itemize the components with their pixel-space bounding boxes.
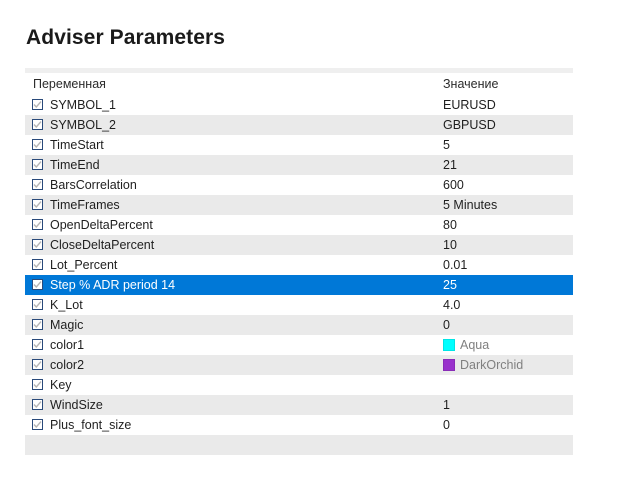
- row-checkbox[interactable]: [32, 319, 43, 330]
- color-name-label: Aqua: [460, 338, 490, 352]
- table-row[interactable]: OpenDeltaPercent 80: [25, 215, 573, 235]
- row-checkbox[interactable]: [32, 339, 43, 350]
- row-checkbox[interactable]: [32, 299, 43, 310]
- table-row[interactable]: K_Lot 4.0: [25, 295, 573, 315]
- table-row[interactable]: Key: [25, 375, 573, 395]
- row-checkbox[interactable]: [32, 99, 43, 110]
- row-checkbox[interactable]: [32, 359, 43, 370]
- row-variable-name: BarsCorrelation: [50, 178, 137, 192]
- row-value[interactable]: 5 Minutes: [443, 198, 498, 212]
- row-checkbox[interactable]: [32, 239, 43, 250]
- row-checkbox[interactable]: [32, 199, 43, 210]
- row-value[interactable]: 10: [443, 238, 457, 252]
- row-checkbox[interactable]: [32, 219, 43, 230]
- row-checkbox[interactable]: [32, 159, 43, 170]
- row-variable-name: color2: [50, 358, 85, 372]
- row-variable-name: Magic: [50, 318, 84, 332]
- parameters-table: Переменная Значение SYMBOL_1 EURUSD SYMBOL…: [25, 68, 573, 455]
- table-row[interactable]: Lot_Percent 0.01: [25, 255, 573, 275]
- table-row[interactable]: Plus_font_size 0: [25, 415, 573, 435]
- row-value[interactable]: 600: [443, 178, 464, 192]
- row-checkbox[interactable]: [32, 379, 43, 390]
- row-variable-name: Lot_Percent: [50, 258, 118, 272]
- table-row[interactable]: WindSize 1: [25, 395, 573, 415]
- color-swatch-icon: [443, 359, 455, 371]
- row-checkbox[interactable]: [32, 279, 43, 290]
- row-value[interactable]: GBPUSD: [443, 118, 496, 132]
- row-checkbox[interactable]: [32, 139, 43, 150]
- row-variable-name: TimeStart: [50, 138, 104, 152]
- table-row[interactable]: TimeEnd 21: [25, 155, 573, 175]
- row-variable-name: TimeEnd: [50, 158, 100, 172]
- row-variable-name: SYMBOL_1: [50, 98, 117, 112]
- row-value[interactable]: 21: [443, 158, 457, 172]
- row-checkbox[interactable]: [32, 179, 43, 190]
- row-variable-name: SYMBOL_2: [50, 118, 117, 132]
- row-checkbox[interactable]: [32, 419, 43, 430]
- table-row[interactable]: Step % ADR period 14 25: [25, 275, 573, 295]
- row-variable-name: WindSize: [50, 398, 103, 412]
- row-value[interactable]: DarkOrchid: [443, 355, 523, 375]
- row-value[interactable]: 80: [443, 218, 457, 232]
- table-row[interactable]: [25, 435, 573, 455]
- row-value[interactable]: 0.01: [443, 258, 468, 272]
- row-variable-name: Plus_font_size: [50, 418, 132, 432]
- table-grid: Переменная Значение SYMBOL_1 EURUSD SYMBOL…: [25, 73, 573, 455]
- row-checkbox[interactable]: [32, 119, 43, 130]
- row-variable-name: Step % ADR period 14: [50, 278, 176, 292]
- table-rows: SYMBOL_1 EURUSD SYMBOL_2 GBPUSD TimeStart 5 Ti…: [25, 95, 573, 455]
- color-name-label: DarkOrchid: [460, 358, 524, 372]
- column-header-value[interactable]: Значение: [443, 77, 499, 91]
- table-row[interactable]: SYMBOL_2 GBPUSD: [25, 115, 573, 135]
- table-top-rule: [25, 68, 573, 73]
- row-variable-name: CloseDeltaPercent: [50, 238, 155, 252]
- table-row[interactable]: TimeFrames 5 Minutes: [25, 195, 573, 215]
- row-variable-name: OpenDeltaPercent: [50, 218, 153, 232]
- row-value[interactable]: 5: [443, 138, 450, 152]
- row-value[interactable]: 0: [443, 318, 450, 332]
- row-checkbox[interactable]: [32, 399, 43, 410]
- row-value[interactable]: 0: [443, 418, 450, 432]
- row-variable-name: color1: [50, 338, 85, 352]
- table-row[interactable]: SYMBOL_1 EURUSD: [25, 95, 573, 115]
- row-variable-name: Key: [50, 378, 72, 392]
- table-header-row: Переменная Значение: [25, 73, 573, 95]
- row-checkbox[interactable]: [32, 259, 43, 270]
- column-header-variable[interactable]: Переменная: [33, 77, 106, 91]
- row-variable-name: TimeFrames: [50, 198, 120, 212]
- row-value[interactable]: 4.0: [443, 298, 461, 312]
- table-row[interactable]: Magic 0: [25, 315, 573, 335]
- color-swatch-icon: [443, 339, 455, 351]
- row-value[interactable]: EURUSD: [443, 98, 496, 112]
- row-variable-name: K_Lot: [50, 298, 83, 312]
- row-value[interactable]: 25: [443, 278, 457, 292]
- table-row[interactable]: BarsCorrelation 600: [25, 175, 573, 195]
- table-row[interactable]: CloseDeltaPercent 10: [25, 235, 573, 255]
- page-title: Adviser Parameters: [26, 26, 226, 49]
- row-value[interactable]: 1: [443, 398, 450, 412]
- row-value[interactable]: Aqua: [443, 335, 489, 355]
- table-row[interactable]: color2 DarkOrchid: [25, 355, 573, 375]
- table-row[interactable]: color1 Aqua: [25, 335, 573, 355]
- table-row[interactable]: TimeStart 5: [25, 135, 573, 155]
